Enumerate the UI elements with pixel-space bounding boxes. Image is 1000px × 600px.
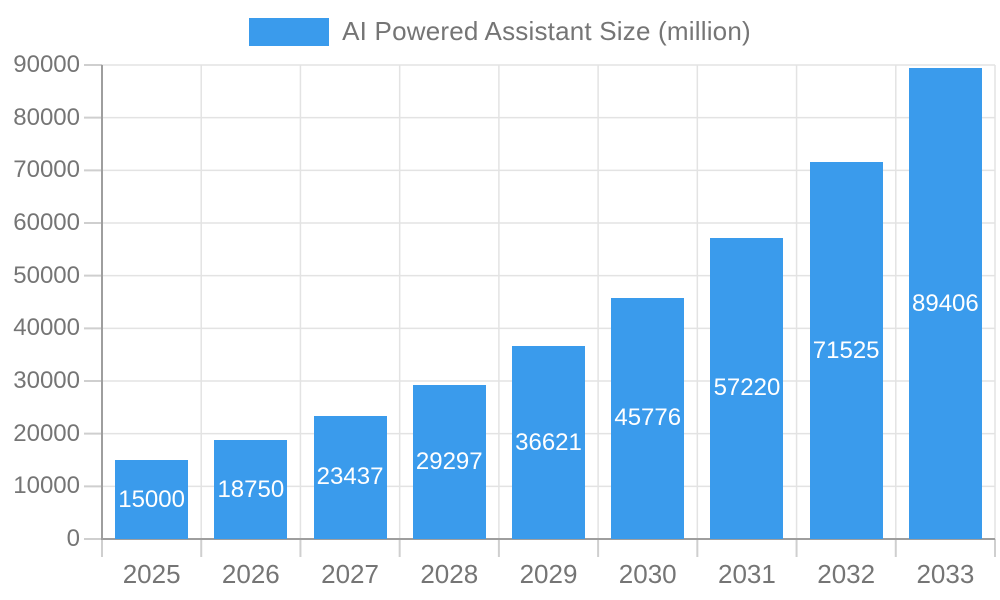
bar-value-label: 57220 [713,374,781,402]
bar-2030[interactable]: 45776 [611,297,685,539]
legend[interactable]: AI Powered Assistant Size (million) [0,16,1000,47]
bar-2028[interactable]: 29297 [412,384,486,539]
bar-value-label: 36621 [515,428,582,456]
bar-value-label: 71525 [812,336,880,364]
y-axis-label: 0 [66,525,80,552]
bar-value-label: 89406 [912,289,979,317]
bar-2031[interactable]: 57220 [710,237,784,539]
y-axis-label: 70000 [13,156,80,184]
y-axis-label: 80000 [13,103,80,131]
y-axis-label: 60000 [13,209,80,236]
x-axis-label: 2030 [618,559,677,589]
x-axis-label: 2033 [916,559,975,589]
y-axis-label: 10000 [13,472,80,500]
x-axis-label: 2029 [519,559,578,589]
bar-value-label: 29297 [415,447,483,475]
bar-2027[interactable]: 23437 [313,415,387,539]
bar-value-label: 18750 [217,475,285,503]
x-axis-label: 2025 [122,559,181,589]
y-axis-label: 40000 [13,314,80,342]
y-axis-label: 90000 [13,51,80,78]
bar-2026[interactable]: 18750 [214,440,288,539]
x-axis-label: 2028 [420,559,479,589]
y-axis-label: 20000 [13,419,80,447]
x-axis-label: 2031 [718,559,776,589]
legend-swatch [249,17,330,46]
legend-label: AI Powered Assistant Size (million) [342,16,751,46]
y-axis-label: 30000 [13,367,80,394]
x-axis-label: 2026 [221,559,280,589]
bar-2032[interactable]: 71525 [809,162,883,539]
bar-value-label: 15000 [118,485,185,513]
x-axis-label: 2032 [817,559,876,589]
x-axis-label: 2027 [321,559,379,589]
bar-2033[interactable]: 89406 [908,68,982,539]
bar-2025[interactable]: 15000 [115,460,189,539]
bar-2029[interactable]: 36621 [512,346,585,539]
bar-value-label: 45776 [614,404,682,432]
y-axis-label: 50000 [13,261,80,289]
bar-value-label: 23437 [316,463,384,491]
